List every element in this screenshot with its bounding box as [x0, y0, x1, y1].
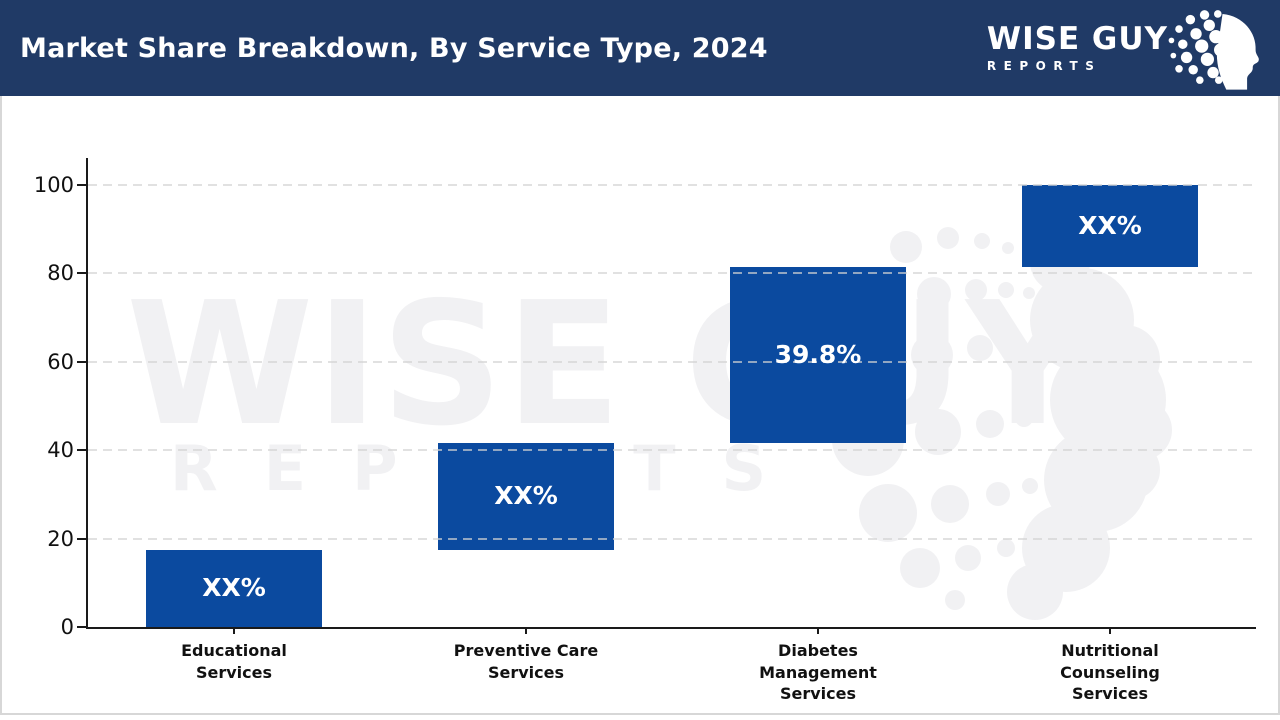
category-label: Preventive Care Services [453, 641, 599, 682]
y-axis [86, 158, 88, 629]
frame-border-right [1278, 96, 1280, 715]
gridline [88, 184, 1256, 186]
y-tick-label: 20 [47, 526, 74, 551]
bar [1022, 185, 1198, 267]
bar-value-label: 39.8% [774, 339, 862, 369]
x-tick [817, 627, 819, 634]
frame-border-bottom [0, 713, 1280, 715]
gridline [88, 537, 1256, 540]
frame-border-left [0, 96, 2, 715]
y-tick-label: 60 [47, 349, 74, 374]
category-label: Diabetes Management Services [759, 641, 877, 704]
category-label: Nutritional Counseling Services [1060, 641, 1160, 704]
logo-face-icon [1168, 10, 1259, 90]
gridline [88, 360, 1256, 363]
logo-wordmark: WISE GUY [986, 20, 1168, 57]
category-label: Educational Services [181, 641, 287, 682]
x-tick [525, 627, 527, 634]
y-tick-label: 100 [33, 173, 74, 197]
x-tick [1109, 627, 1111, 634]
bar [146, 549, 322, 627]
bar-value-label: XX% [494, 481, 558, 511]
header: Market Share Breakdown, By Service Type,… [0, 0, 1280, 96]
y-tick-label: 80 [47, 261, 74, 286]
bar-value-label: XX% [1078, 210, 1142, 240]
logo-subtext: REPORTS [986, 58, 1102, 73]
bar-value-label: XX% [202, 573, 266, 603]
y-tick [77, 449, 86, 452]
bar [438, 442, 614, 550]
bar [730, 266, 906, 443]
x-axis [86, 627, 1256, 629]
y-tick [77, 184, 86, 186]
x-tick [233, 627, 235, 634]
y-tick [77, 272, 86, 275]
chart-title: Market Share Breakdown, By Service Type,… [20, 32, 768, 64]
y-tick [77, 537, 86, 540]
gridline [88, 449, 1256, 452]
y-tick-label: 40 [47, 438, 74, 463]
brand-logo-text: WISE GUY REPORTS [986, 20, 1168, 73]
y-tick [77, 360, 86, 363]
y-tick [77, 626, 86, 628]
gridline [88, 272, 1256, 275]
y-tick-label: 0 [60, 615, 74, 639]
brand-logo: WISE GUY REPORTS [987, 5, 1266, 91]
